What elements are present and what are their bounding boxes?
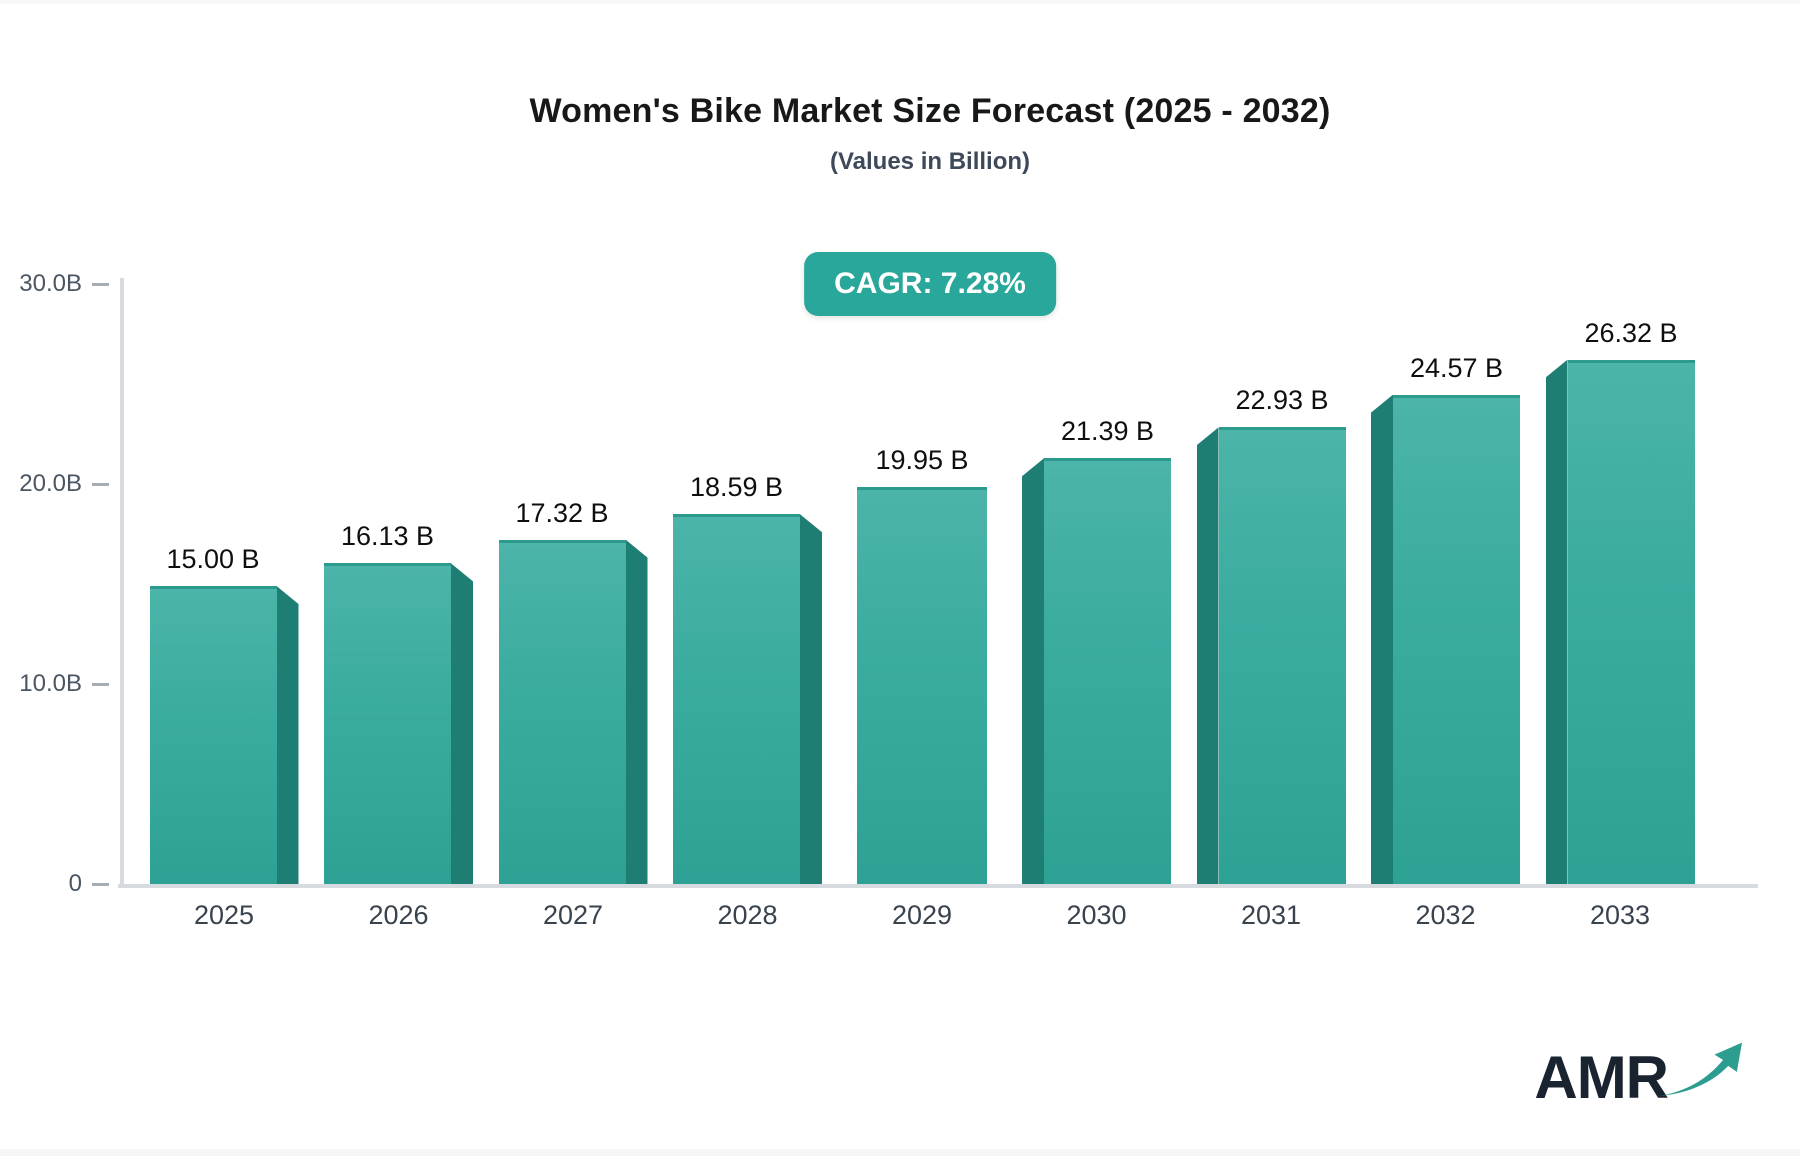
cagr-badge-label: CAGR: 7.28% xyxy=(834,267,1026,300)
y-axis-line xyxy=(120,278,124,888)
bar-side-face xyxy=(625,539,648,884)
x-tick-label: 2033 xyxy=(1589,900,1651,930)
bar-side-face xyxy=(451,563,473,884)
bar-side-face xyxy=(1371,394,1393,884)
amr-logo: AMR xyxy=(1534,1038,1742,1108)
bar-main-face xyxy=(673,514,800,884)
bottom-edge-strip xyxy=(0,1149,1800,1156)
bar-value-label: 26.32 B xyxy=(1584,317,1678,348)
x-tick-label: 2027 xyxy=(542,900,604,930)
bar-main-face xyxy=(149,586,277,884)
chart-title: Women's Bike Market Size Forecast (2025 … xyxy=(529,92,1331,130)
bar-main-face xyxy=(1218,427,1346,884)
x-tick-label: 2031 xyxy=(1240,900,1302,930)
x-tick-label: 2030 xyxy=(1066,900,1127,930)
bar-main-face xyxy=(498,539,626,884)
bar-side-face xyxy=(276,586,299,884)
bar-value-label: 21.39 B xyxy=(1060,416,1155,447)
y-tick-label: 10.0B xyxy=(19,670,82,697)
bar-value-label: 22.93 B xyxy=(1235,385,1329,416)
x-tick-label: 2029 xyxy=(891,900,953,930)
bar-main-face xyxy=(324,563,451,884)
x-tick-label: 2026 xyxy=(368,900,429,930)
x-tick-label: 2032 xyxy=(1415,900,1476,930)
bar-value-label: 19.95 B xyxy=(875,445,969,475)
bar-main-face xyxy=(857,487,987,884)
bar-value-label: 15.00 B xyxy=(166,544,260,574)
bar-side-face xyxy=(800,514,822,884)
y-tick-label: 20.0B xyxy=(19,470,82,497)
y-tick-label: 0 xyxy=(68,870,82,897)
top-edge-strip xyxy=(0,0,1800,4)
bar-side-face xyxy=(1545,359,1568,884)
x-axis-line xyxy=(118,884,1758,888)
growth-arrow-icon xyxy=(1657,1042,1742,1096)
bar-value-label: 24.57 B xyxy=(1409,352,1504,383)
amr-logo-text: AMR xyxy=(1534,1044,1669,1111)
bar-value-label: 16.13 B xyxy=(340,521,435,552)
bar-value-label: 18.59 B xyxy=(689,472,784,503)
x-tick-label: 2025 xyxy=(193,900,255,930)
x-tick-label: 2028 xyxy=(717,900,778,930)
y-tick-dash xyxy=(92,283,109,286)
y-tick-label: 30.0B xyxy=(19,270,82,297)
bar-value-label: 17.32 B xyxy=(515,497,609,528)
y-tick-dash xyxy=(92,883,109,886)
y-tick-dash xyxy=(92,483,109,486)
bar-main-face xyxy=(1393,394,1520,884)
bar-main-face xyxy=(1044,458,1171,884)
y-tick-dash xyxy=(92,683,109,686)
bar-main-face xyxy=(1567,359,1695,884)
bar-side-face xyxy=(1196,427,1219,884)
chart-subtitle: (Values in Billion) xyxy=(829,148,1031,175)
cagr-badge: CAGR: 7.28% xyxy=(804,252,1056,316)
bar-side-face xyxy=(1022,458,1044,884)
